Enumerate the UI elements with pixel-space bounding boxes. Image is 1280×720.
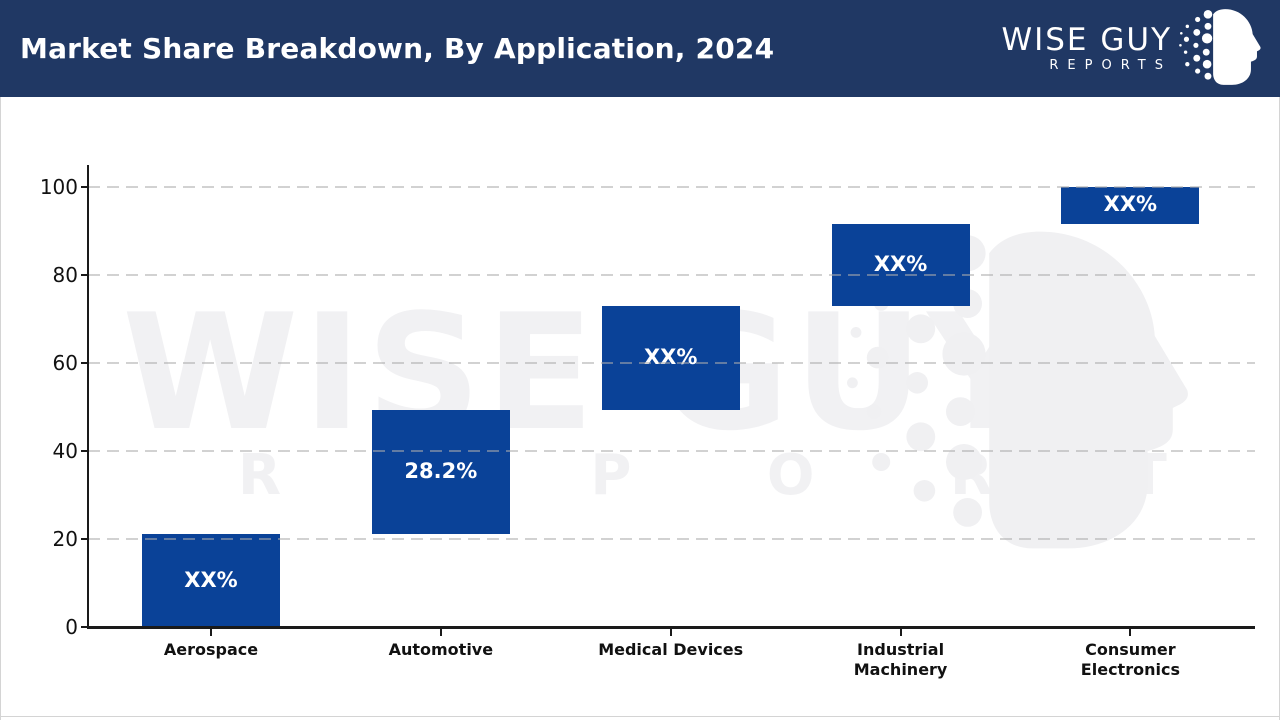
header-band: Market Share Breakdown, By Application, … xyxy=(0,0,1280,97)
y-axis-line xyxy=(87,165,89,628)
watermark-head-icon xyxy=(838,200,1198,584)
brand-logo: WISE GUY REPORTS xyxy=(1001,4,1266,94)
bar-value-label: XX% xyxy=(184,567,238,592)
gridline xyxy=(88,361,1255,364)
y-axis-tick xyxy=(81,273,88,276)
x-axis-tick xyxy=(899,629,902,636)
y-axis-tick xyxy=(81,626,88,628)
bar-segment-3: XX% xyxy=(601,306,740,411)
brand-name: WISE GUY xyxy=(1001,21,1172,58)
bar-value-label: 28.2% xyxy=(404,459,478,484)
y-tick-label: 40 xyxy=(52,438,78,463)
bar-value-label: XX% xyxy=(873,252,928,277)
y-axis-tick xyxy=(81,537,88,540)
left-border xyxy=(0,97,1,720)
gridline xyxy=(88,273,1255,276)
brand-subname: REPORTS xyxy=(1049,57,1172,73)
x-axis-tick xyxy=(210,629,212,636)
bar-value-label: XX% xyxy=(1103,192,1158,217)
bar-segment-5: XX% xyxy=(1061,186,1200,225)
gridline xyxy=(88,537,1255,540)
y-axis-tick xyxy=(81,449,88,452)
x-tick-label: Consumer Electronics xyxy=(1080,640,1180,679)
x-axis-tick xyxy=(669,629,672,636)
y-tick-label: 80 xyxy=(52,262,78,287)
bar-segment-1: XX% xyxy=(142,534,280,627)
y-axis-tick xyxy=(81,185,88,188)
gridline xyxy=(88,449,1255,452)
page-title: Market Share Breakdown, By Application, … xyxy=(20,32,775,65)
y-axis-tick xyxy=(81,361,88,364)
y-tick-label: 0 xyxy=(65,615,78,639)
gridline xyxy=(88,185,1255,188)
x-tick-label: Aerospace xyxy=(163,640,259,659)
y-tick-label: 100 xyxy=(39,174,78,199)
x-tick-label: Industrial Machinery xyxy=(853,640,948,679)
brand-logo-text: WISE GUY REPORTS xyxy=(1001,21,1172,73)
y-tick-label: 60 xyxy=(52,350,78,375)
bar-segment-4: XX% xyxy=(831,224,970,307)
bar-value-label: XX% xyxy=(643,345,698,370)
bottom-border xyxy=(0,716,1280,717)
brand-head-icon xyxy=(1174,4,1266,94)
bar-segment-2: 28.2% xyxy=(371,410,510,535)
watermark-brand-name: WISE GUY xyxy=(122,279,1048,466)
x-tick-label: Automotive xyxy=(388,640,494,659)
x-tick-label: Medical Devices xyxy=(598,640,744,659)
x-axis-line xyxy=(87,626,1255,629)
y-tick-label: 20 xyxy=(52,526,78,551)
x-axis-tick xyxy=(439,629,442,636)
x-axis-tick xyxy=(1129,629,1132,636)
